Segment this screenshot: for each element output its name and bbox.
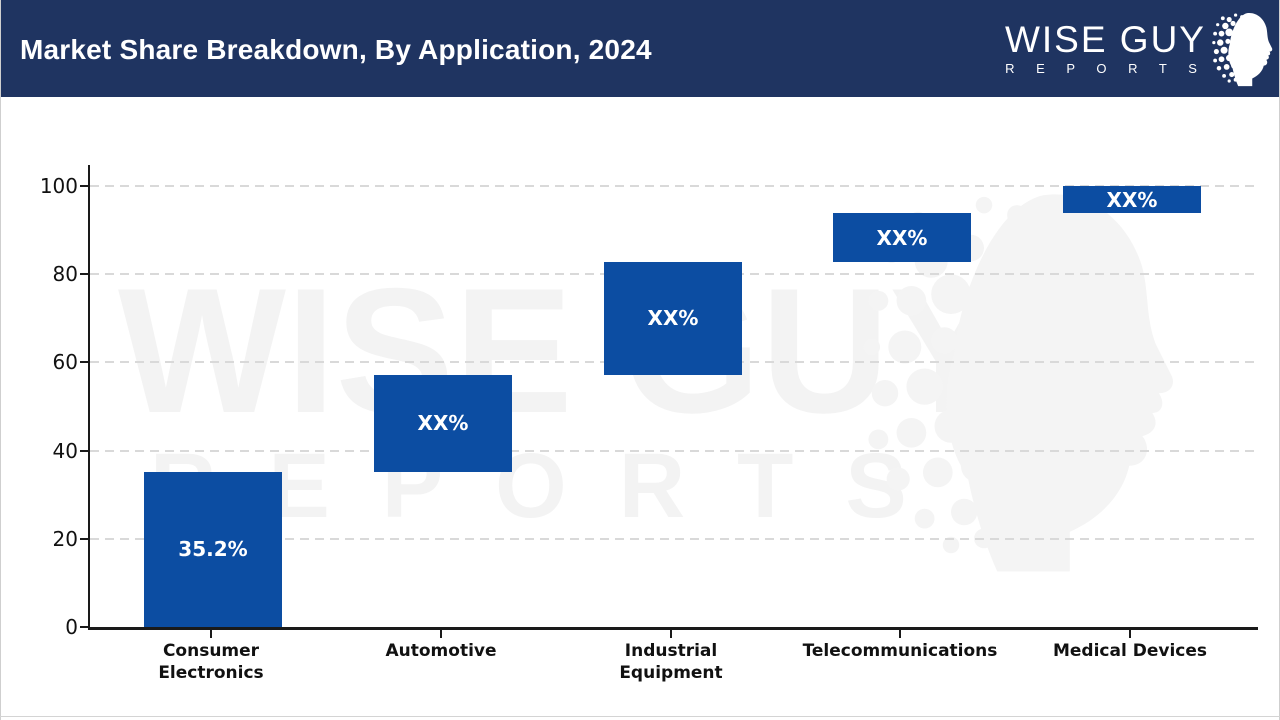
brand-logo: WISE GUY R E P O R T S	[1005, 4, 1274, 93]
x-axis-tick	[440, 630, 442, 638]
waterfall-bar: XX%	[604, 261, 742, 375]
watermark-text: WISE GUY	[118, 251, 1009, 450]
y-axis-tick	[80, 185, 88, 187]
y-axis-tick	[80, 626, 88, 628]
x-axis-tick	[670, 630, 672, 638]
category-label: Medical Devices	[1052, 641, 1207, 661]
bar-value-label: 35.2%	[178, 537, 248, 562]
brand-subtitle: R E P O R T S	[1005, 61, 1206, 77]
waterfall-bar: XX%	[374, 374, 512, 472]
waterfall-bar: XX%	[833, 213, 971, 262]
x-axis-tick	[1129, 630, 1131, 638]
waterfall-bar: XX%	[1063, 186, 1201, 214]
bar-value-label: XX%	[876, 225, 928, 250]
x-axis-tick	[210, 630, 212, 638]
gridline	[90, 537, 1258, 540]
waterfall-bar: 35.2%	[144, 471, 282, 627]
y-axis-tick	[80, 449, 88, 452]
bar-value-label: XX%	[1106, 187, 1158, 212]
gridline	[90, 185, 1258, 187]
y-axis-tick-label: 40	[52, 438, 78, 463]
page-title: Market Share Breakdown, By Application, …	[20, 34, 652, 65]
y-axis-tick-label: 20	[52, 526, 78, 551]
y-axis-tick	[80, 361, 88, 364]
header: Market Share Breakdown, By Application, …	[0, 0, 1280, 97]
category-label: Automotive	[385, 641, 497, 661]
y-axis-tick	[80, 273, 88, 276]
x-axis-tick	[899, 630, 901, 638]
y-axis-tick-label: 60	[52, 350, 78, 375]
y-axis-tick-label: 80	[52, 262, 78, 287]
plot-area: 35.2% XX% XX% XX% XX%	[88, 165, 1258, 630]
brand-text: WISE GUY R E P O R T S	[1004, 18, 1206, 77]
y-axis-tick	[80, 537, 88, 540]
bottom-divider	[0, 716, 1280, 717]
y-axis-tick-label: 100	[39, 174, 78, 198]
category-label: Telecommunications	[802, 641, 998, 661]
bar-value-label: XX%	[647, 306, 699, 331]
category-label: Consumer Electronics	[158, 641, 264, 683]
category-label: Industrial Equipment	[619, 641, 723, 683]
y-axis-tick-label: 0	[65, 615, 78, 639]
bar-value-label: XX%	[417, 411, 469, 436]
brand-name: WISE GUY	[1004, 18, 1206, 60]
brand-head-icon	[1212, 12, 1273, 86]
gridline	[90, 449, 1258, 452]
